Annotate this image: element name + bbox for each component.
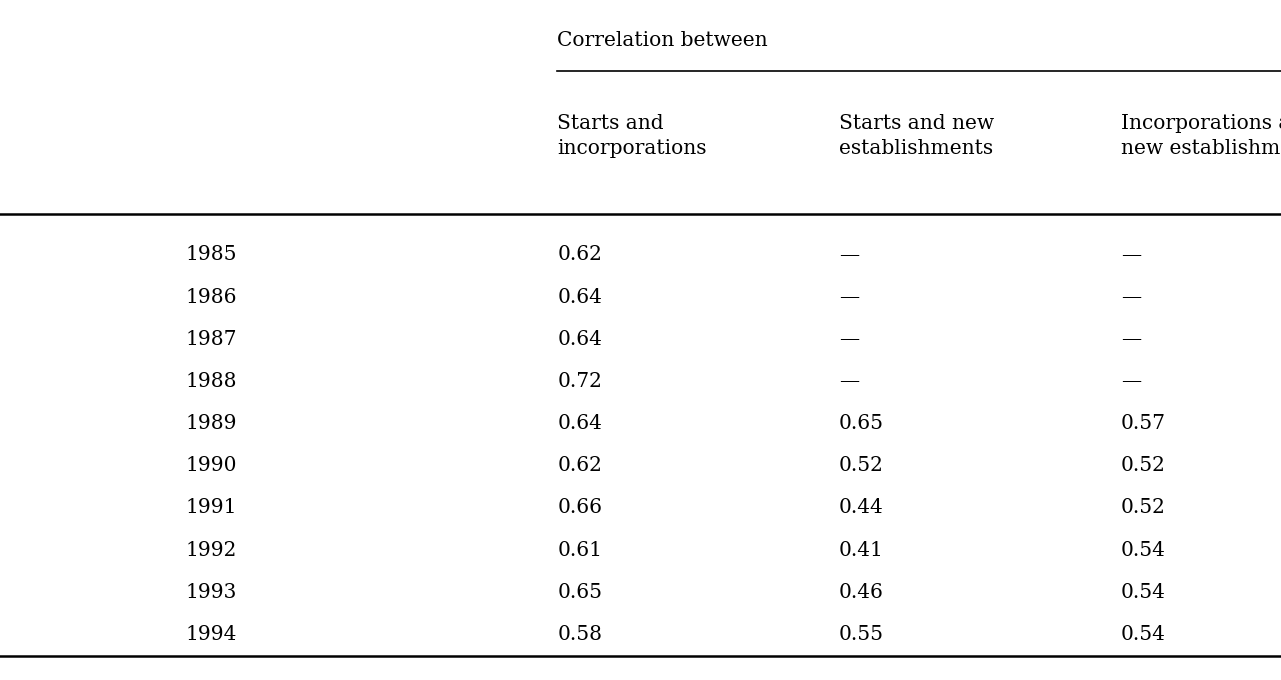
Text: —: —	[1121, 372, 1141, 391]
Text: 0.57: 0.57	[1121, 414, 1166, 433]
Text: 0.52: 0.52	[1121, 498, 1166, 517]
Text: 1985: 1985	[186, 245, 237, 265]
Text: 0.52: 0.52	[839, 456, 884, 475]
Text: 0.54: 0.54	[1121, 625, 1166, 644]
Text: 0.61: 0.61	[557, 541, 602, 560]
Text: 0.64: 0.64	[557, 330, 602, 349]
Text: 0.62: 0.62	[557, 456, 602, 475]
Text: 0.64: 0.64	[557, 414, 602, 433]
Text: 1988: 1988	[186, 372, 237, 391]
Text: 1990: 1990	[186, 456, 237, 475]
Text: 0.66: 0.66	[557, 498, 602, 517]
Text: 0.52: 0.52	[1121, 456, 1166, 475]
Text: —: —	[1121, 245, 1141, 265]
Text: 0.58: 0.58	[557, 625, 602, 644]
Text: 0.41: 0.41	[839, 541, 884, 560]
Text: 0.54: 0.54	[1121, 583, 1166, 602]
Text: 1991: 1991	[186, 498, 237, 517]
Text: 0.46: 0.46	[839, 583, 884, 602]
Text: Starts and
incorporations: Starts and incorporations	[557, 114, 707, 158]
Text: 0.65: 0.65	[839, 414, 884, 433]
Text: 0.72: 0.72	[557, 372, 602, 391]
Text: Starts and new
establishments: Starts and new establishments	[839, 114, 994, 158]
Text: 1986: 1986	[186, 288, 237, 307]
Text: —: —	[839, 288, 860, 307]
Text: Correlation between: Correlation between	[557, 31, 767, 50]
Text: 0.44: 0.44	[839, 498, 884, 517]
Text: —: —	[1121, 330, 1141, 349]
Text: Incorporations and
new establishments: Incorporations and new establishments	[1121, 114, 1281, 158]
Text: —: —	[839, 372, 860, 391]
Text: 0.62: 0.62	[557, 245, 602, 265]
Text: 0.54: 0.54	[1121, 541, 1166, 560]
Text: 0.64: 0.64	[557, 288, 602, 307]
Text: —: —	[839, 330, 860, 349]
Text: 0.55: 0.55	[839, 625, 884, 644]
Text: 1993: 1993	[186, 583, 237, 602]
Text: 0.65: 0.65	[557, 583, 602, 602]
Text: 1994: 1994	[186, 625, 237, 644]
Text: —: —	[839, 245, 860, 265]
Text: 1989: 1989	[186, 414, 237, 433]
Text: 1992: 1992	[186, 541, 237, 560]
Text: —: —	[1121, 288, 1141, 307]
Text: 1987: 1987	[186, 330, 237, 349]
